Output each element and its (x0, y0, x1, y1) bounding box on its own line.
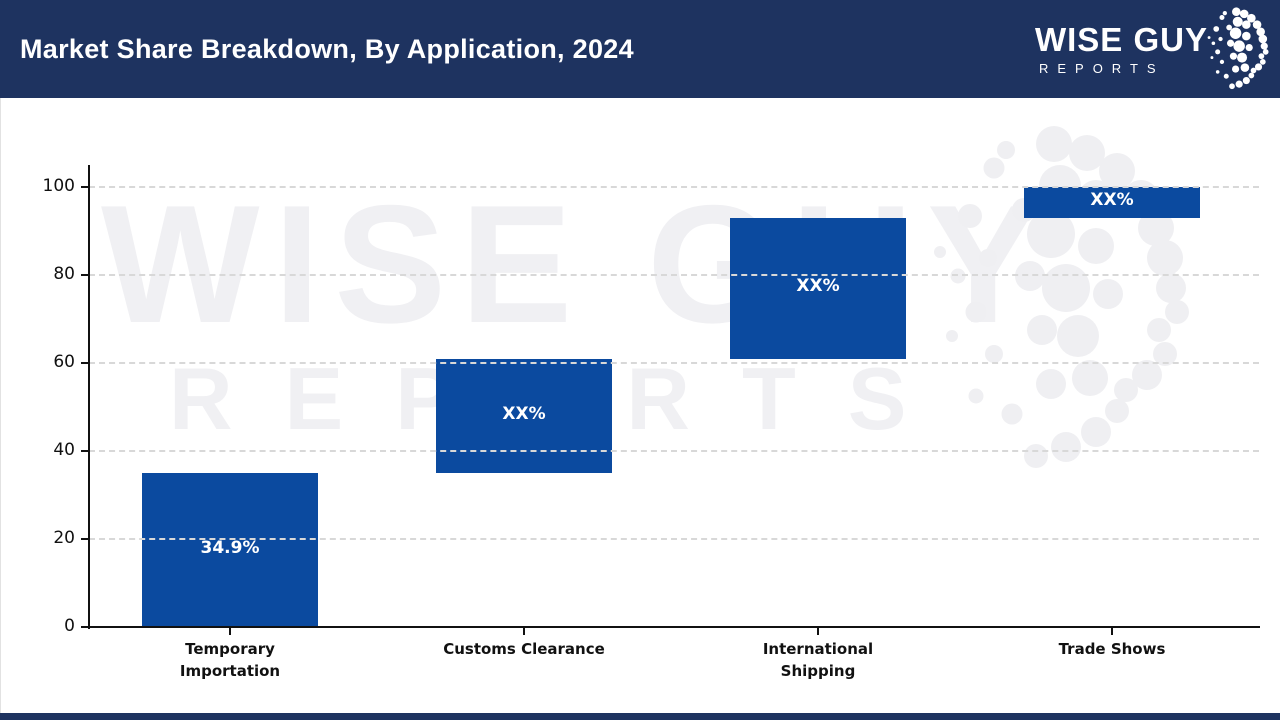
logo-subtext: REPORTS (1038, 60, 1165, 76)
y-tick-100 (81, 186, 88, 188)
logo-wordmark: WISE GUY (1034, 20, 1208, 58)
x-tick-1 (523, 628, 525, 635)
logo-text: WISE GUY REPORTS (1035, 23, 1208, 76)
bar-value-label: XX% (1090, 190, 1134, 211)
y-tick-label-80: 80 (53, 264, 75, 284)
page-title: Market Share Breakdown, By Application, … (20, 33, 634, 64)
y-axis (88, 165, 90, 629)
gridline-20 (89, 538, 1259, 540)
y-tick-label-100: 100 (42, 176, 75, 196)
x-tick-label-1: Customs Clearance (443, 640, 605, 658)
bar-value-label: XX% (502, 404, 546, 425)
watermark-face-icon (934, 126, 1189, 468)
x-tick-label-2: International Shipping (762, 640, 874, 680)
bar-customs-clearance (436, 358, 612, 474)
bar-value-label: XX% (796, 276, 840, 297)
x-tick-label-3: Trade Shows (1058, 640, 1166, 658)
header-bar: Market Share Breakdown, By Application, … (0, 0, 1280, 98)
bar-value-label: 34.9% (200, 538, 260, 559)
y-tick-label-0: 0 (64, 616, 75, 636)
x-tick-3 (1111, 628, 1113, 635)
gridline-60 (89, 362, 1259, 364)
x-tick-0 (229, 628, 231, 635)
bar-international-shipping (730, 217, 906, 359)
gridline-40 (89, 450, 1259, 452)
wise-guy-logo: WISE GUY REPORTS (1035, 0, 1270, 98)
y-tick-20 (81, 538, 88, 540)
y-tick-label-40: 40 (53, 440, 75, 460)
y-tick-label-20: 20 (53, 528, 75, 548)
y-tick-40 (81, 450, 88, 452)
bar-temporary-importation (142, 473, 318, 627)
y-tick-60 (81, 362, 88, 364)
x-axis (88, 626, 1260, 628)
y-tick-label-60: 60 (53, 352, 75, 372)
chart-area: WISE GUY REPORTS 02040608010034.9%Tempor… (0, 98, 1280, 713)
x-tick-2 (817, 628, 819, 635)
footer-bar (0, 713, 1280, 720)
y-tick-0 (81, 626, 88, 628)
gridline-80 (89, 274, 1259, 276)
y-tick-80 (81, 274, 88, 276)
x-tick-label-0: Temporary Importation (179, 640, 281, 680)
bar-trade-shows (1024, 187, 1200, 218)
gridline-100 (89, 186, 1259, 188)
